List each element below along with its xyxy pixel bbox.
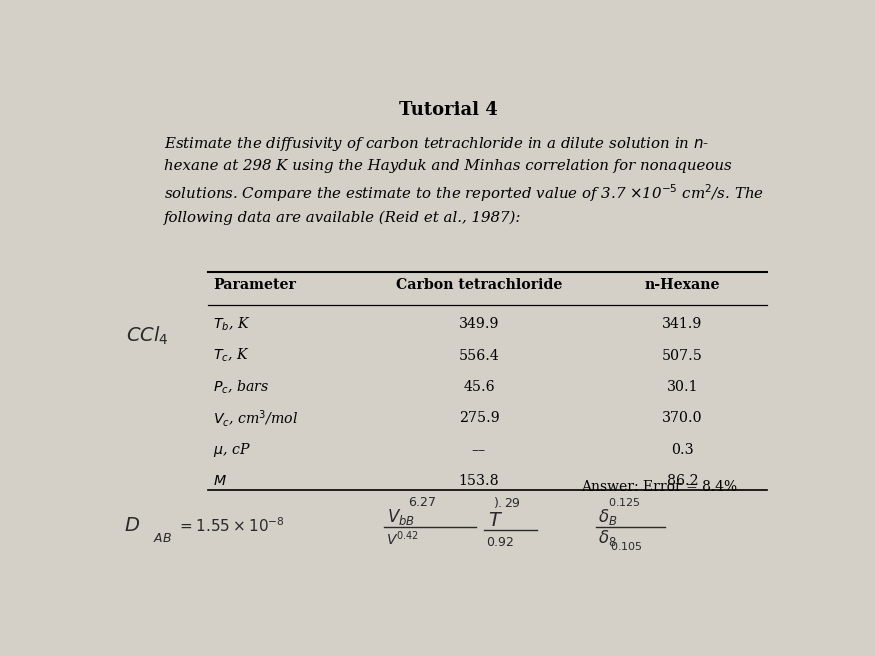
Text: 341.9: 341.9 — [662, 318, 703, 331]
Text: CCl$_4$: CCl$_4$ — [126, 325, 169, 348]
Text: Estimate the diffusivity of carbon tetrachloride in a dilute solution in $n$-
he: Estimate the diffusivity of carbon tetra… — [164, 135, 764, 225]
Text: $0.105$: $0.105$ — [610, 540, 642, 552]
Text: 86.2: 86.2 — [667, 474, 698, 488]
Text: $0.92$: $0.92$ — [487, 536, 514, 549]
Text: 275.9: 275.9 — [458, 411, 500, 425]
Text: Parameter: Parameter — [214, 278, 296, 292]
Text: $M$: $M$ — [214, 474, 227, 488]
Text: 153.8: 153.8 — [458, 474, 500, 488]
Text: 556.4: 556.4 — [458, 349, 500, 363]
Text: $).29$: $).29$ — [493, 495, 521, 510]
Text: 507.5: 507.5 — [662, 349, 703, 363]
Text: $\mu$, cP: $\mu$, cP — [214, 441, 251, 459]
Text: $D$: $D$ — [124, 516, 140, 535]
Text: ––: –– — [472, 443, 487, 457]
Text: $\delta_B$: $\delta_B$ — [598, 507, 617, 527]
Text: $\delta_8$: $\delta_8$ — [598, 528, 616, 548]
Text: n-Hexane: n-Hexane — [645, 278, 720, 292]
Text: Tutorial 4: Tutorial 4 — [399, 102, 498, 119]
Text: $0.125$: $0.125$ — [608, 496, 641, 508]
Text: 370.0: 370.0 — [662, 411, 703, 425]
Text: 349.9: 349.9 — [458, 318, 500, 331]
Text: $V_{bB}$: $V_{bB}$ — [388, 507, 416, 527]
Text: $V^{0.42}$: $V^{0.42}$ — [386, 529, 419, 548]
Text: $T$: $T$ — [487, 510, 503, 529]
Text: $P_c$, bars: $P_c$, bars — [214, 379, 270, 396]
Text: $= 1.55\times10^{-8}$: $= 1.55\times10^{-8}$ — [177, 516, 285, 535]
Text: $V_c$, cm$^3$/mol: $V_c$, cm$^3$/mol — [214, 408, 298, 429]
Text: Carbon tetrachloride: Carbon tetrachloride — [396, 278, 562, 292]
Text: Answer: Error = 8.4%: Answer: Error = 8.4% — [581, 480, 737, 494]
Text: $T_b$, K: $T_b$, K — [214, 316, 250, 333]
Text: $AB$: $AB$ — [153, 532, 172, 545]
Text: 30.1: 30.1 — [667, 380, 698, 394]
Text: 45.6: 45.6 — [463, 380, 494, 394]
Text: $6.27$: $6.27$ — [408, 495, 436, 508]
Text: $T_c$, K: $T_c$, K — [214, 347, 249, 365]
Text: 0.3: 0.3 — [671, 443, 694, 457]
